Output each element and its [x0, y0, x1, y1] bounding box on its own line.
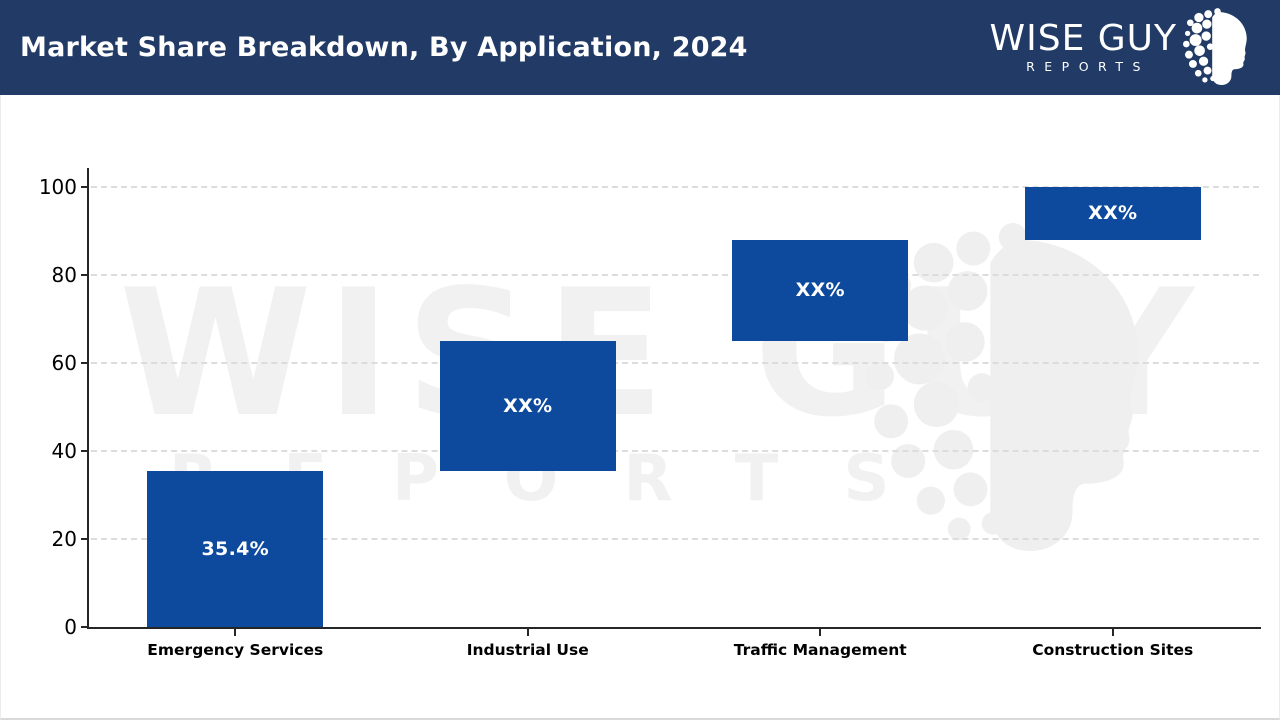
market-share-bar: XX%	[732, 239, 909, 341]
x-axis-tick-mark	[819, 629, 822, 636]
y-axis-tick-label: 80	[51, 263, 77, 287]
y-axis-tick-mark	[81, 186, 88, 188]
logo-text: WISE GUY REPORTS	[990, 21, 1178, 74]
bar-value-label: XX%	[795, 279, 845, 302]
y-axis-tick-mark	[81, 362, 88, 364]
y-axis-line	[87, 168, 89, 629]
y-gridline	[91, 538, 1259, 540]
wiseguy-logo: WISE GUY REPORTS	[990, 7, 1255, 88]
bar-value-label: XX%	[503, 395, 553, 418]
logo-wordmark: WISE GUY	[989, 18, 1177, 60]
category-label: Construction Sites	[1032, 641, 1194, 659]
category-label: Emergency Services	[147, 641, 324, 659]
logo-head-profile-icon	[1182, 7, 1247, 85]
category-label: Traffic Management	[733, 641, 907, 659]
watermark-head-profile-icon	[865, 223, 1138, 552]
y-gridline	[91, 274, 1259, 276]
y-axis-tick-label: 0	[64, 615, 77, 639]
x-axis-tick-mark	[234, 629, 237, 636]
y-gridline	[91, 186, 1259, 188]
y-axis-tick-label: 60	[51, 351, 77, 375]
chart-area: WISE GUY REPORTS 0 20 40 60 80 100 35.4% Emerge…	[0, 95, 1280, 720]
y-axis-tick-mark	[81, 274, 88, 276]
x-axis-line	[87, 627, 1261, 629]
market-share-bar: 35.4%	[147, 471, 324, 627]
bar-value-label: 35.4%	[201, 538, 269, 561]
y-axis-tick-mark	[81, 450, 88, 452]
y-axis-tick-label: 20	[51, 527, 77, 551]
market-share-bar: XX%	[439, 341, 616, 472]
y-gridline	[91, 362, 1259, 364]
header-bar: Market Share Breakdown, By Application, …	[0, 0, 1280, 95]
y-axis-tick-mark	[81, 626, 88, 628]
page-title: Market Share Breakdown, By Application, …	[20, 32, 748, 63]
y-axis-tick-label: 100	[38, 175, 77, 199]
x-axis-tick-mark	[1111, 629, 1114, 636]
category-label: Industrial Use	[466, 641, 589, 659]
y-axis-tick-mark	[81, 538, 88, 540]
y-axis-tick-label: 40	[51, 439, 77, 463]
x-axis-tick-mark	[526, 629, 529, 636]
bar-value-label: XX%	[1088, 202, 1138, 225]
logo-subtitle: REPORTS	[1026, 59, 1150, 75]
market-share-bar: XX%	[1024, 187, 1201, 240]
y-gridline	[91, 450, 1259, 452]
